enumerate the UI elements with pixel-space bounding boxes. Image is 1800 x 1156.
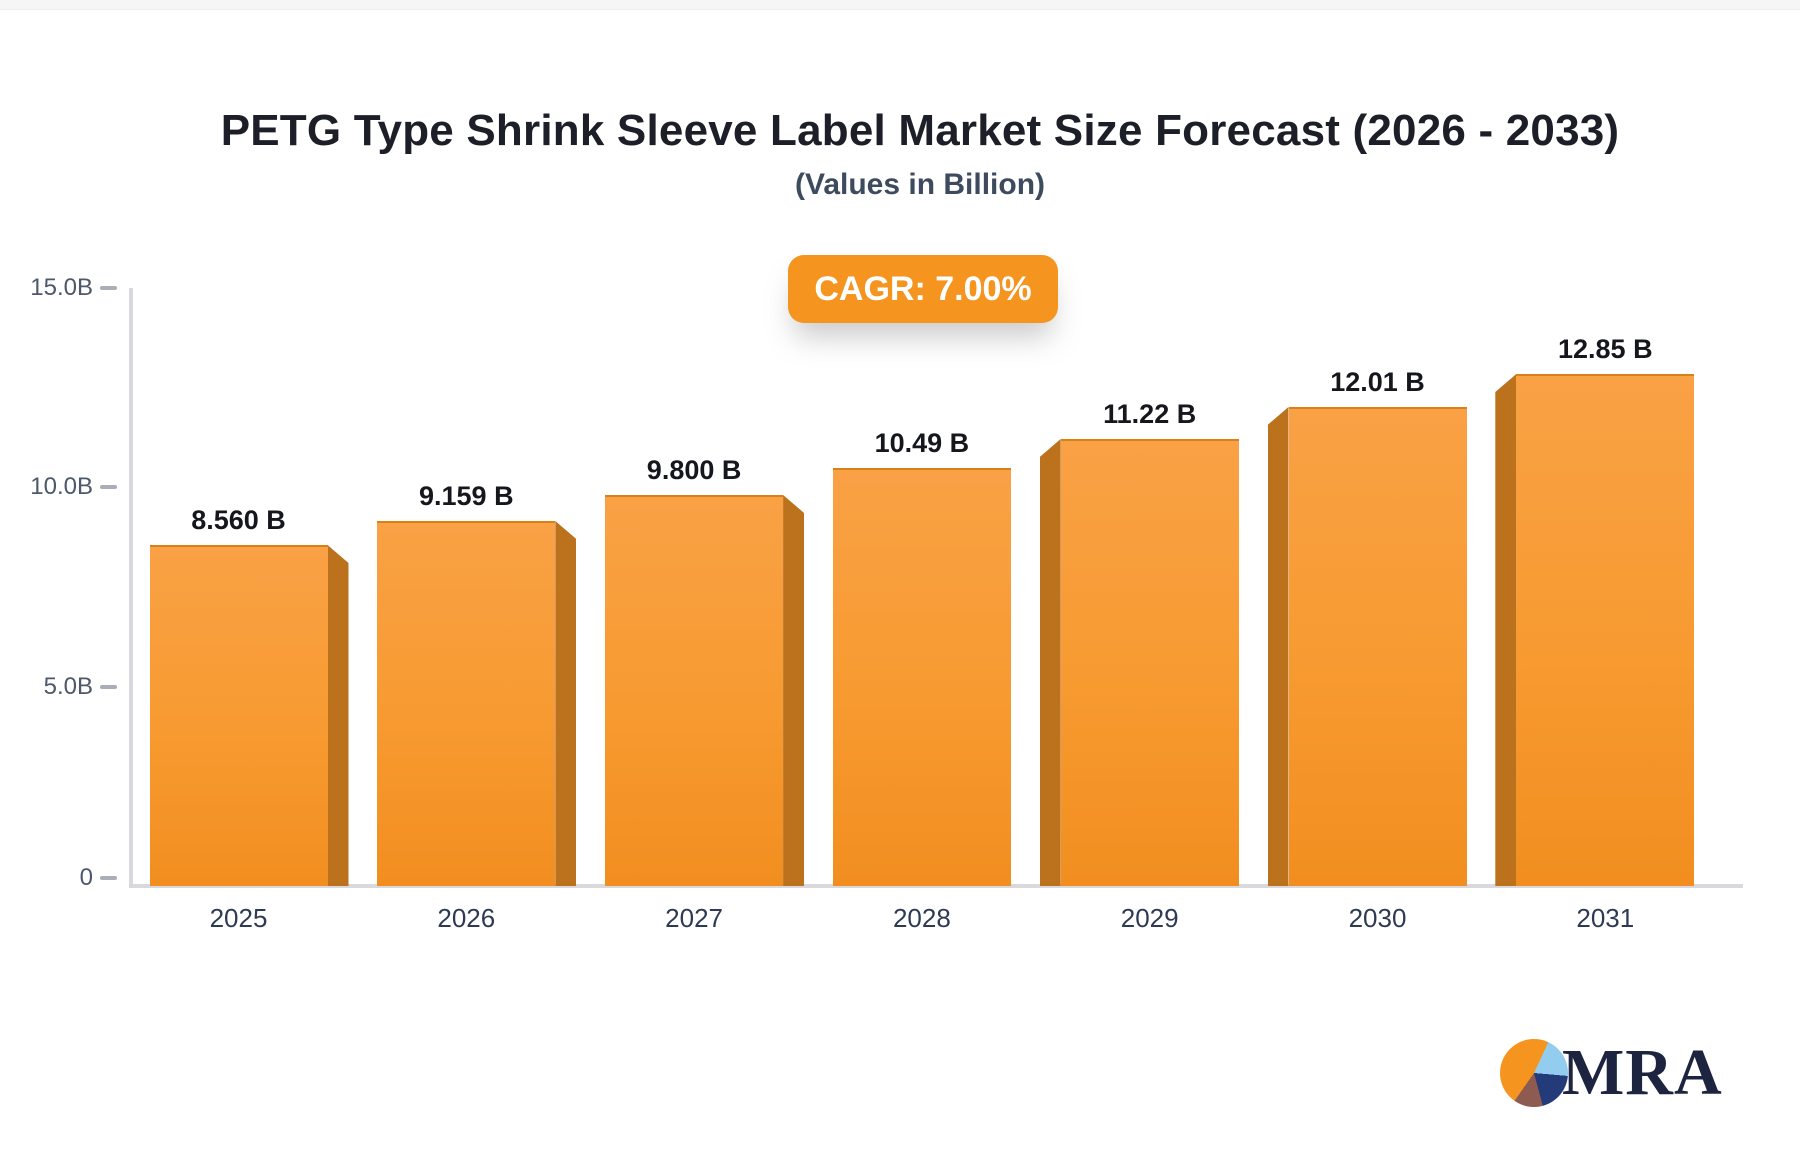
mra-logo-text: MRA <box>1562 1036 1723 1109</box>
bar-value-label-2025: 8.560 B <box>191 505 286 535</box>
bar-2025 <box>149 545 349 886</box>
y-axis-tick-mark <box>100 876 117 880</box>
bar-2031 <box>1495 374 1695 886</box>
bar-side-3d-2029 <box>1039 439 1061 886</box>
y-axis-tick-mark <box>100 485 117 490</box>
bar-value-label-2029: 11.22 B <box>1103 399 1197 429</box>
bar-2026 <box>377 521 577 886</box>
bar-face-2028 <box>832 468 1011 886</box>
bar-face-2026 <box>377 521 556 886</box>
bar-2028 <box>832 468 1011 886</box>
mra-logo: MRA <box>1500 1035 1723 1111</box>
x-axis-label-2031: 2031 <box>1576 903 1635 933</box>
cagr-badge-label: CAGR: 7.00% <box>814 269 1032 308</box>
x-axis-label-2025: 2025 <box>209 903 268 933</box>
bar-face-2027 <box>605 495 784 886</box>
chart-subtitle: (Values in Billion) <box>794 168 1046 201</box>
bar-side-3d-2027 <box>783 495 805 886</box>
y-axis-tick-label-5.0B: 5.0B <box>43 672 93 700</box>
x-axis-line <box>129 884 1743 888</box>
bar-side-3d-2031 <box>1495 374 1517 886</box>
chart-title: PETG Type Shrink Sleeve Label Market Siz… <box>220 106 1620 155</box>
bar-value-label-2026: 9.159 B <box>419 481 514 511</box>
y-axis-line <box>129 288 133 886</box>
y-axis-tick-mark <box>100 285 117 290</box>
bar-2027 <box>605 495 805 886</box>
top-edge-strip <box>0 0 1800 10</box>
mra-pie-logo-icon <box>1500 1039 1568 1107</box>
x-axis-label-2029: 2029 <box>1120 903 1179 933</box>
bar-face-2029 <box>1060 439 1239 886</box>
x-axis-label-2026: 2026 <box>437 903 496 933</box>
bar-side-3d-2030 <box>1267 407 1289 886</box>
bar-2030 <box>1267 407 1467 886</box>
x-axis-label-2028: 2028 <box>892 903 951 933</box>
bar-value-label-2031: 12.85 B <box>1558 334 1653 364</box>
bar-face-2030 <box>1288 407 1467 886</box>
y-axis-tick-label-0: 0 <box>79 864 93 891</box>
bar-side-3d-2025 <box>327 545 349 886</box>
x-axis-label-2030: 2030 <box>1348 903 1407 933</box>
bar-value-label-2028: 10.49 B <box>874 428 970 458</box>
y-axis-tick-mark <box>100 684 117 689</box>
x-axis-label-2027: 2027 <box>665 903 724 933</box>
bar-2029 <box>1039 439 1239 886</box>
bar-face-2031 <box>1516 374 1695 886</box>
bar-value-label-2027: 9.800 B <box>646 455 742 485</box>
y-axis-tick-label-15.0B: 15.0B <box>30 273 93 301</box>
bar-face-2025 <box>149 545 328 886</box>
y-axis-tick-label-10.0B: 10.0B <box>30 473 93 501</box>
bar-side-3d-2026 <box>555 521 577 886</box>
bar-value-label-2030: 12.01 B <box>1330 367 1425 397</box>
cagr-badge: CAGR: 7.00% <box>788 255 1058 323</box>
